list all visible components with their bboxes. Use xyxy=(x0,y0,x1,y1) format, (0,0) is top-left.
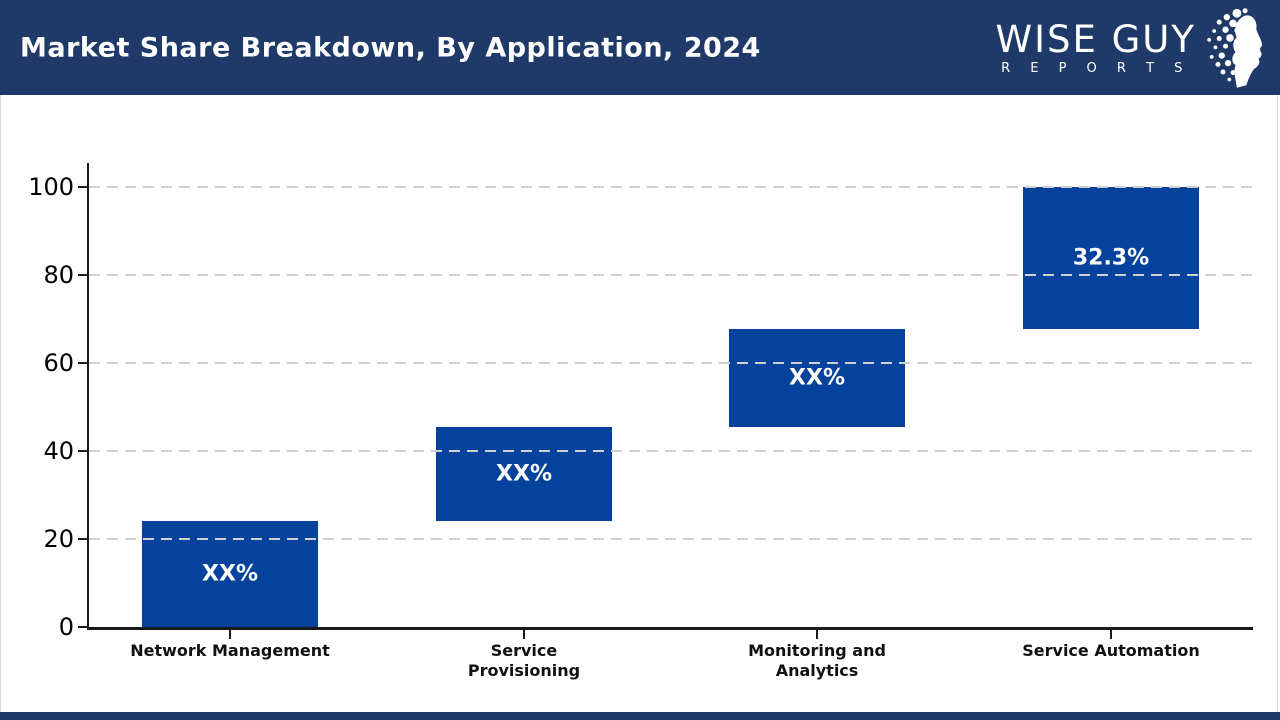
logo-face-dots-icon xyxy=(1207,8,1263,88)
x-axis-tick xyxy=(523,630,525,639)
logo-text: WISE GUY R E P O R T S xyxy=(996,21,1196,75)
y-axis-line xyxy=(87,163,89,630)
x-category-label: Service Provisioning xyxy=(467,641,581,680)
y-gridline xyxy=(89,449,1253,452)
footer-bar xyxy=(0,712,1280,720)
chart-title: Market Share Breakdown, By Application, … xyxy=(20,32,761,63)
y-axis-tick xyxy=(78,537,87,540)
y-gridline xyxy=(89,537,1253,540)
y-axis-tick xyxy=(78,449,87,452)
y-tick-label: 20 xyxy=(43,524,74,553)
x-axis-line xyxy=(87,627,1253,630)
wise-guy-reports-logo: WISE GUY R E P O R T S xyxy=(996,6,1270,90)
x-axis-tick xyxy=(1110,630,1112,639)
logo-wiseguy-label: WISE GUY xyxy=(995,18,1196,61)
bar-value-label: XX% xyxy=(496,461,552,487)
x-axis-tick xyxy=(229,630,231,639)
y-tick-label: 40 xyxy=(43,436,74,465)
y-tick-label: 100 xyxy=(28,172,74,201)
y-axis-tick xyxy=(78,626,87,628)
y-axis-tick xyxy=(78,185,87,188)
x-category-label: Network Management xyxy=(130,641,330,660)
header-bar: Market Share Breakdown, By Application, … xyxy=(0,0,1280,95)
x-category-label: Service Automation xyxy=(1022,641,1200,660)
waterfall-bar xyxy=(436,427,612,522)
y-gridline xyxy=(89,185,1253,188)
y-axis-tick xyxy=(78,273,87,276)
bar-value-label: XX% xyxy=(202,561,258,587)
bar-value-label: XX% xyxy=(789,365,845,391)
logo-reports-label: R E P O R T S xyxy=(1001,61,1191,76)
x-category-label: Monitoring and Analytics xyxy=(748,641,886,680)
y-axis-tick xyxy=(78,361,87,364)
y-gridline xyxy=(89,361,1253,364)
y-tick-label: 80 xyxy=(43,260,74,289)
y-tick-label: 60 xyxy=(43,348,74,377)
waterfall-bar xyxy=(729,328,905,428)
bar-value-label: 32.3% xyxy=(1072,245,1150,271)
y-gridline xyxy=(89,273,1253,276)
x-axis-tick xyxy=(816,630,818,639)
y-tick-label: 0 xyxy=(58,613,74,641)
